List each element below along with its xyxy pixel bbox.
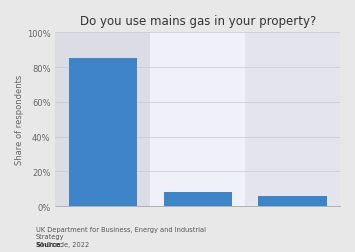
Bar <box>55 33 150 206</box>
Bar <box>69 59 137 206</box>
Bar <box>258 196 327 206</box>
Y-axis label: Share of respondents: Share of respondents <box>15 75 24 165</box>
Text: UK Department for Business, Energy and Industrial
Strategy
11 Oracle, 2022: UK Department for Business, Energy and I… <box>36 218 206 247</box>
Title: Do you use mains gas in your property?: Do you use mains gas in your property? <box>80 15 316 28</box>
Bar <box>164 193 232 206</box>
Bar <box>150 33 245 206</box>
Text: Source:: Source: <box>36 241 64 247</box>
Bar <box>245 33 340 206</box>
